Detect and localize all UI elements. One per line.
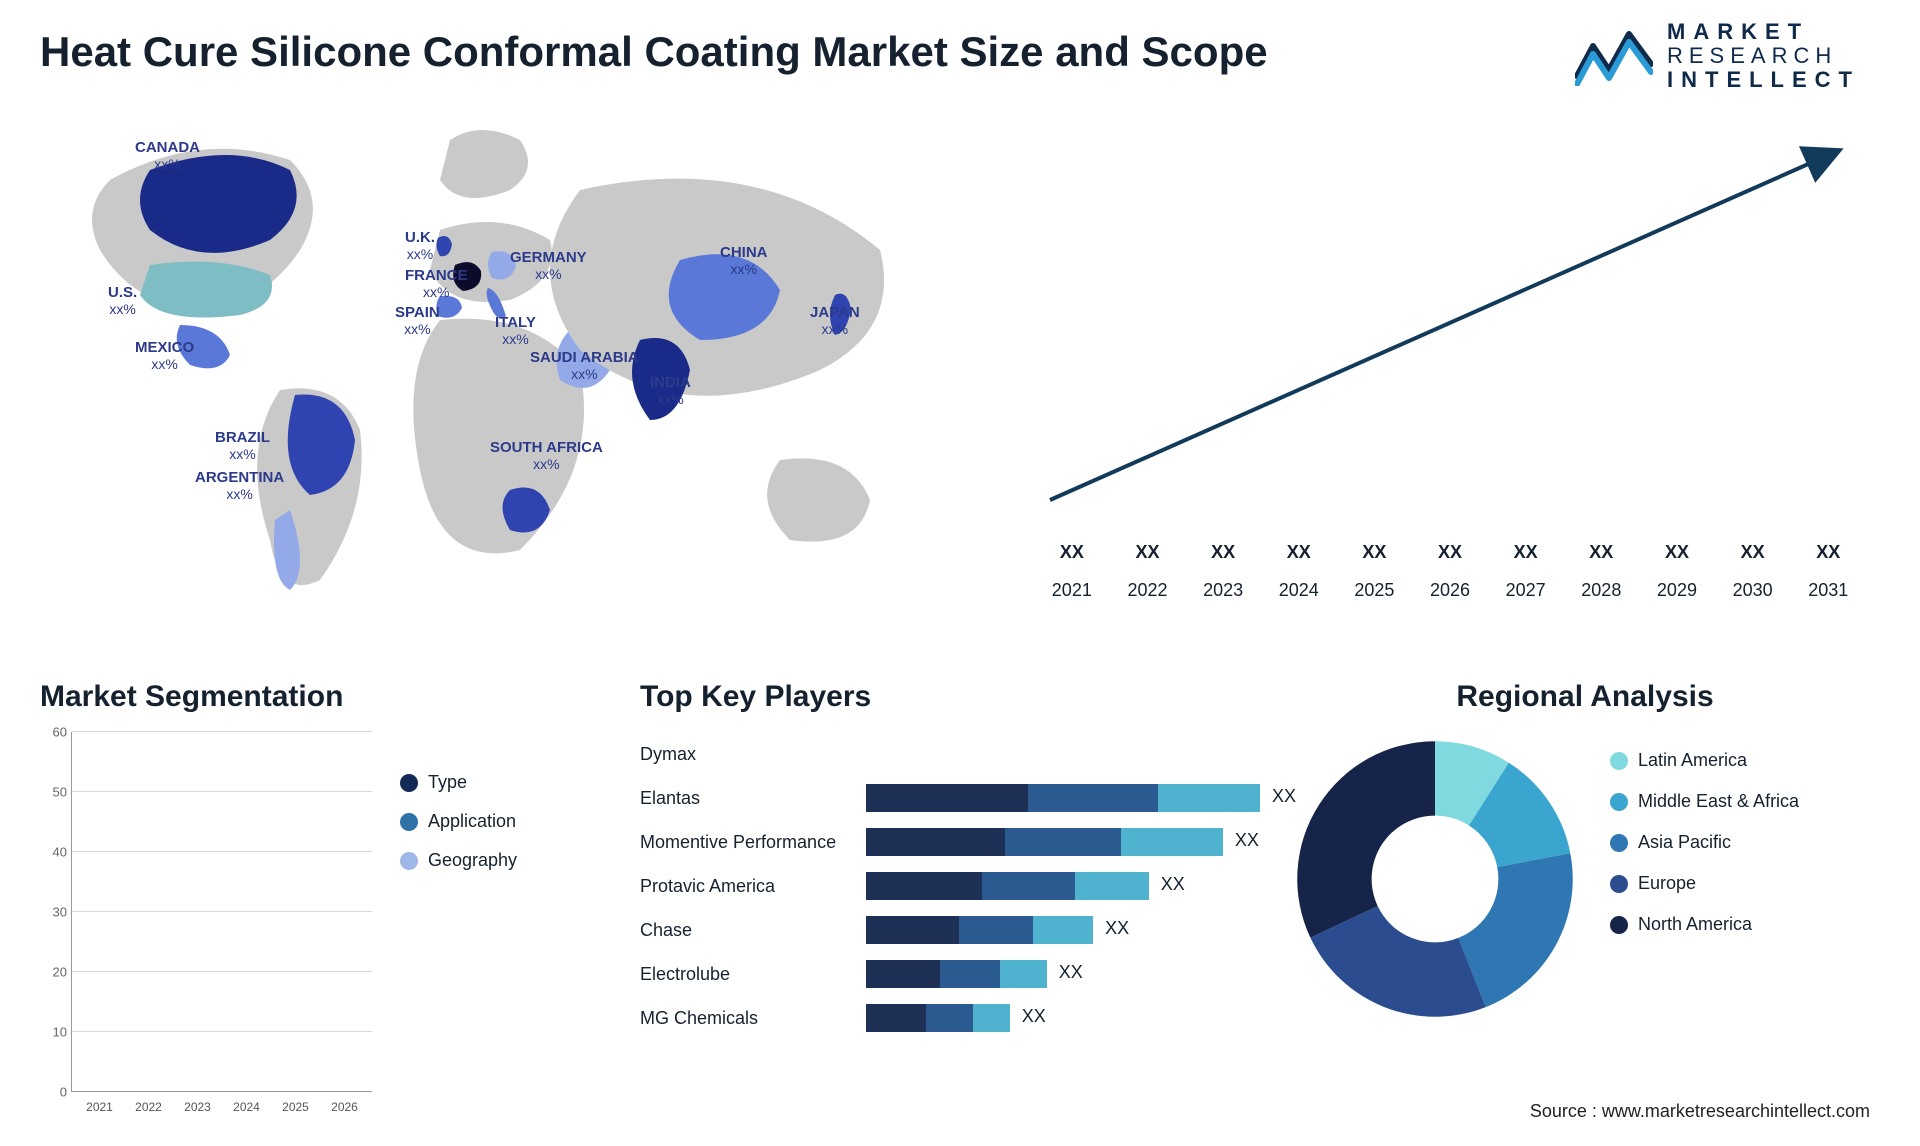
player-row: Dymax	[640, 732, 1260, 776]
growth-year-label: 2021	[1040, 574, 1104, 610]
segmentation-year-label: 2025	[276, 1100, 315, 1114]
map-label: SAUDI ARABIAxx%	[530, 350, 639, 382]
regional-legend: Latin America Middle East & Africa Asia Pa…	[1610, 750, 1799, 955]
player-row: Electrolube XX	[640, 952, 1260, 996]
player-name: Dymax	[640, 744, 850, 765]
map-label: U.K.xx%	[405, 230, 435, 262]
player-value: XX	[1022, 1006, 1046, 1027]
growth-year-label: 2026	[1418, 574, 1482, 610]
player-row: Momentive Performance XX	[640, 820, 1260, 864]
segmentation-year-label: 2026	[325, 1100, 364, 1114]
player-name: Elantas	[640, 788, 850, 809]
growth-year-label: 2027	[1494, 574, 1558, 610]
map-label: CANADAxx%	[135, 140, 200, 172]
segmentation-year-label: 2022	[129, 1100, 168, 1114]
growth-year-label: 2025	[1343, 574, 1407, 610]
growth-year-label: 2028	[1569, 574, 1633, 610]
map-label: FRANCExx%	[405, 268, 468, 300]
player-name: Protavic America	[640, 876, 850, 897]
map-label: SOUTH AFRICAxx%	[490, 440, 603, 472]
regional-donut	[1290, 734, 1580, 1024]
segmentation-year-label: 2023	[178, 1100, 217, 1114]
brand-logo: MARKET RESEARCH INTELLECT	[1575, 20, 1860, 93]
map-label: MEXICOxx%	[135, 340, 194, 372]
segmentation-title: Market Segmentation	[40, 680, 600, 714]
map-label: U.S.xx%	[108, 285, 137, 317]
logo-line2: RESEARCH	[1667, 44, 1860, 68]
growth-year-label: 2022	[1116, 574, 1180, 610]
growth-year-label: 2030	[1721, 574, 1785, 610]
legend-item: Geography	[400, 850, 517, 871]
player-row: Protavic America XX	[640, 864, 1260, 908]
map-label: GERMANYxx%	[510, 250, 587, 282]
map-label: BRAZILxx%	[215, 430, 270, 462]
legend-item: Latin America	[1610, 750, 1799, 771]
key-players-title: Top Key Players	[640, 680, 1260, 714]
regional-title: Regional Analysis	[1290, 680, 1880, 714]
map-label: ARGENTINAxx%	[195, 470, 284, 502]
growth-year-label: 2024	[1267, 574, 1331, 610]
donut-slice	[1297, 741, 1435, 937]
source-credit: Source : www.marketresearchintellect.com	[1530, 1101, 1870, 1122]
player-value: XX	[1105, 918, 1129, 939]
player-value: XX	[1161, 874, 1185, 895]
segmentation-section: Market Segmentation 0102030405060 202120…	[40, 680, 600, 1092]
player-row: MG Chemicals XX	[640, 996, 1260, 1040]
legend-item: Application	[400, 811, 517, 832]
growth-year-label: 2023	[1191, 574, 1255, 610]
player-row: ElantasXX	[640, 776, 1260, 820]
key-players-section: Top Key Players DymaxElantasXXMomentive …	[640, 680, 1260, 1040]
growth-year-label: 2029	[1645, 574, 1709, 610]
player-name: Momentive Performance	[640, 832, 850, 853]
legend-item: Europe	[1610, 873, 1799, 894]
player-value: XX	[1235, 830, 1259, 851]
market-growth-chart: XXXXXXXXXXXXXXXXXXXXXX 20212022202320242…	[1040, 130, 1860, 610]
legend-item: North America	[1610, 914, 1799, 935]
logo-mark-icon	[1575, 26, 1653, 86]
legend-item: Asia Pacific	[1610, 832, 1799, 853]
player-name: Chase	[640, 920, 850, 941]
segmentation-year-label: 2024	[227, 1100, 266, 1114]
player-value: XX	[1059, 962, 1083, 983]
logo-line3: INTELLECT	[1667, 68, 1860, 92]
regional-section: Regional Analysis Latin AmericaMiddle Ea…	[1290, 680, 1880, 714]
page-title: Heat Cure Silicone Conformal Coating Mar…	[40, 28, 1268, 76]
growth-year-label: 2031	[1796, 574, 1860, 610]
world-map: CANADAxx% U.S.xx% MEXICOxx% BRAZILxx% ARGENT…	[40, 110, 940, 630]
map-label: JAPANxx%	[810, 305, 860, 337]
map-label: INDIAxx%	[650, 375, 691, 407]
map-label: SPAINxx%	[395, 305, 440, 337]
legend-item: Middle East & Africa	[1610, 791, 1799, 812]
segmentation-chart: 0102030405060 202120222023202420252026 T…	[40, 732, 600, 1092]
legend-item: Type	[400, 772, 517, 793]
player-name: Electrolube	[640, 964, 850, 985]
segmentation-legend: Type Application Geography	[400, 772, 517, 889]
map-label: ITALYxx%	[495, 315, 536, 347]
logo-line1: MARKET	[1667, 20, 1860, 44]
map-label: CHINAxx%	[720, 245, 768, 277]
segmentation-year-label: 2021	[80, 1100, 119, 1114]
player-name: MG Chemicals	[640, 1008, 850, 1029]
player-row: Chase XX	[640, 908, 1260, 952]
